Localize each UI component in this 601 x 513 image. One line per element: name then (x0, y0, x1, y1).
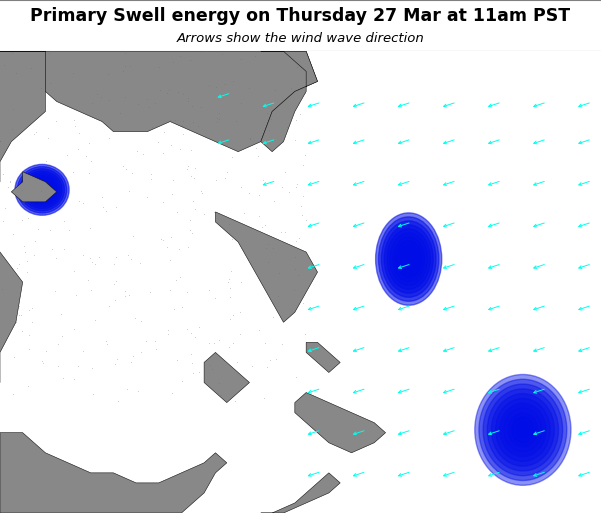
Ellipse shape (504, 408, 542, 452)
Ellipse shape (25, 173, 59, 206)
Ellipse shape (15, 165, 69, 215)
Ellipse shape (26, 175, 58, 204)
Ellipse shape (404, 253, 413, 265)
Ellipse shape (508, 413, 538, 447)
Ellipse shape (487, 389, 558, 471)
Polygon shape (0, 51, 317, 152)
Ellipse shape (475, 374, 571, 485)
Ellipse shape (393, 237, 425, 281)
Ellipse shape (31, 180, 53, 200)
Ellipse shape (516, 422, 529, 438)
Ellipse shape (483, 384, 563, 476)
Polygon shape (261, 473, 340, 513)
Ellipse shape (512, 418, 534, 442)
Polygon shape (295, 392, 386, 453)
Polygon shape (0, 432, 227, 513)
Ellipse shape (34, 182, 50, 198)
Ellipse shape (387, 229, 430, 289)
Ellipse shape (496, 399, 550, 461)
Ellipse shape (36, 184, 48, 195)
Ellipse shape (20, 169, 64, 211)
Polygon shape (0, 51, 45, 392)
Ellipse shape (382, 221, 436, 297)
Ellipse shape (384, 225, 433, 293)
Polygon shape (204, 352, 249, 403)
Ellipse shape (401, 249, 416, 269)
Ellipse shape (520, 427, 525, 432)
Polygon shape (306, 342, 340, 372)
Ellipse shape (376, 213, 442, 305)
Ellipse shape (29, 177, 55, 202)
Ellipse shape (379, 217, 439, 301)
Ellipse shape (398, 245, 419, 273)
Ellipse shape (38, 186, 46, 193)
Ellipse shape (492, 393, 554, 466)
Polygon shape (11, 172, 56, 202)
Text: Primary Swell energy on Thursday 27 Mar at 11am PST: Primary Swell energy on Thursday 27 Mar … (31, 7, 570, 26)
Ellipse shape (499, 403, 546, 457)
Ellipse shape (407, 257, 410, 262)
Ellipse shape (41, 189, 43, 191)
Ellipse shape (395, 241, 422, 278)
Polygon shape (261, 51, 317, 152)
Text: Arrows show the wind wave direction: Arrows show the wind wave direction (177, 32, 424, 45)
Ellipse shape (17, 167, 67, 213)
Ellipse shape (22, 171, 62, 209)
Ellipse shape (479, 379, 567, 481)
Ellipse shape (390, 233, 427, 285)
Polygon shape (215, 212, 317, 322)
